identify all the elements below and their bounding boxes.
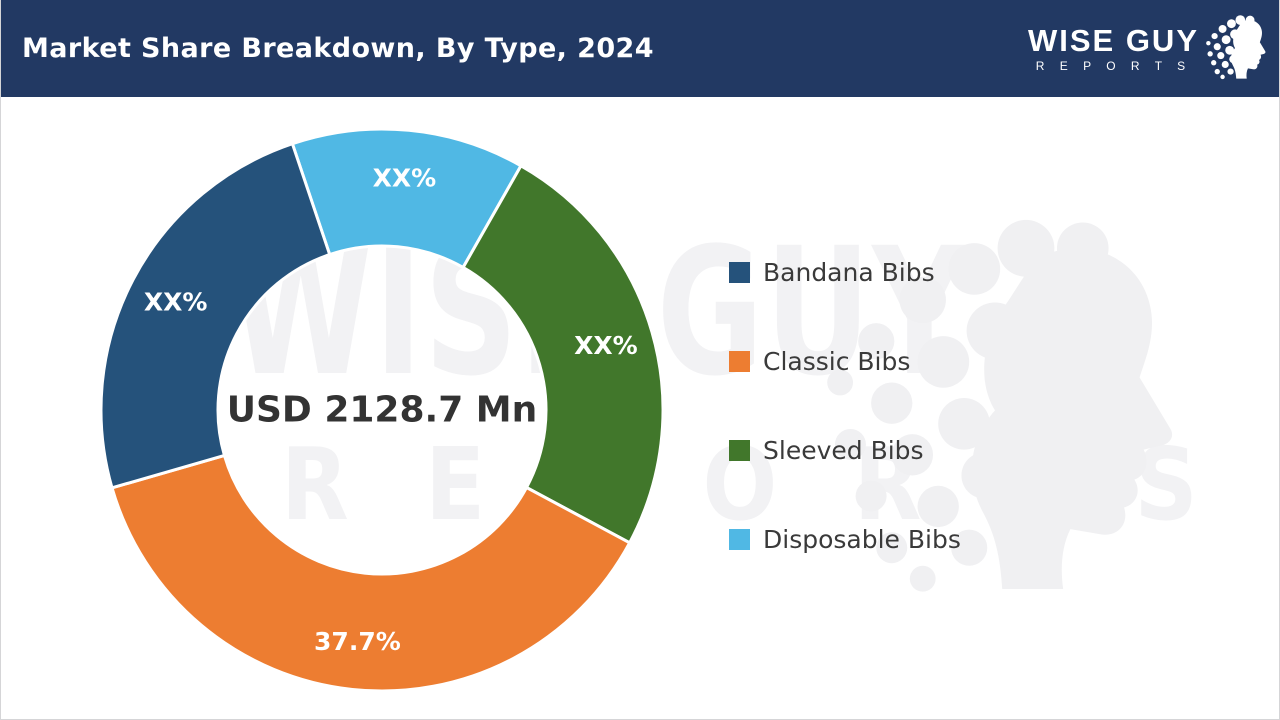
segment-value-label: XX%: [373, 164, 437, 193]
legend-swatch: [729, 351, 750, 372]
legend-label: Disposable Bibs: [763, 525, 961, 554]
segment-value-label: XX%: [144, 287, 208, 316]
legend-swatch: [729, 440, 750, 461]
legend-label: Sleeved Bibs: [763, 436, 924, 465]
wise-guy-logo: WISE GUY R E P O R T S: [1028, 13, 1267, 84]
logo-text: WISE GUY R E P O R T S: [1028, 25, 1199, 72]
segment-value-label: XX%: [574, 331, 638, 360]
legend-item-bandana-bibs: Bandana Bibs: [729, 260, 961, 285]
donut-center-label: USD 2128.7 Mn: [226, 389, 538, 431]
legend-swatch: [729, 262, 750, 283]
legend-label: Bandana Bibs: [763, 258, 935, 287]
page-title: Market Share Breakdown, By Type, 2024: [22, 33, 654, 64]
legend-item-sleeved-bibs: Sleeved Bibs: [729, 438, 961, 463]
segment-value-label: 37.7%: [314, 627, 401, 656]
logo-subtext: R E P O R T S: [1035, 59, 1192, 73]
donut-segment-sleeved-bibs: [461, 163, 665, 545]
legend-item-disposable-bibs: Disposable Bibs: [729, 527, 961, 552]
legend-label: Classic Bibs: [763, 347, 911, 376]
header-bar: Market Share Breakdown, By Type, 2024 WI…: [1, 0, 1279, 97]
donut-segment-bandana-bibs: [99, 141, 332, 490]
logo-head-icon: [1206, 15, 1266, 80]
donut-chart: XX% XX% 37.7% XX%: [99, 127, 665, 693]
logo-wordmark: WISE GUY: [1027, 23, 1199, 58]
legend: Bandana Bibs Classic Bibs Sleeved Bibs Disp…: [729, 260, 961, 552]
donut-segment-classic-bibs: [110, 453, 632, 693]
legend-swatch: [729, 529, 750, 550]
legend-item-classic-bibs: Classic Bibs: [729, 349, 961, 374]
chart-area: WISE GUY R E P O R T S XX% XX% 37.7% XX% US…: [1, 97, 1279, 719]
